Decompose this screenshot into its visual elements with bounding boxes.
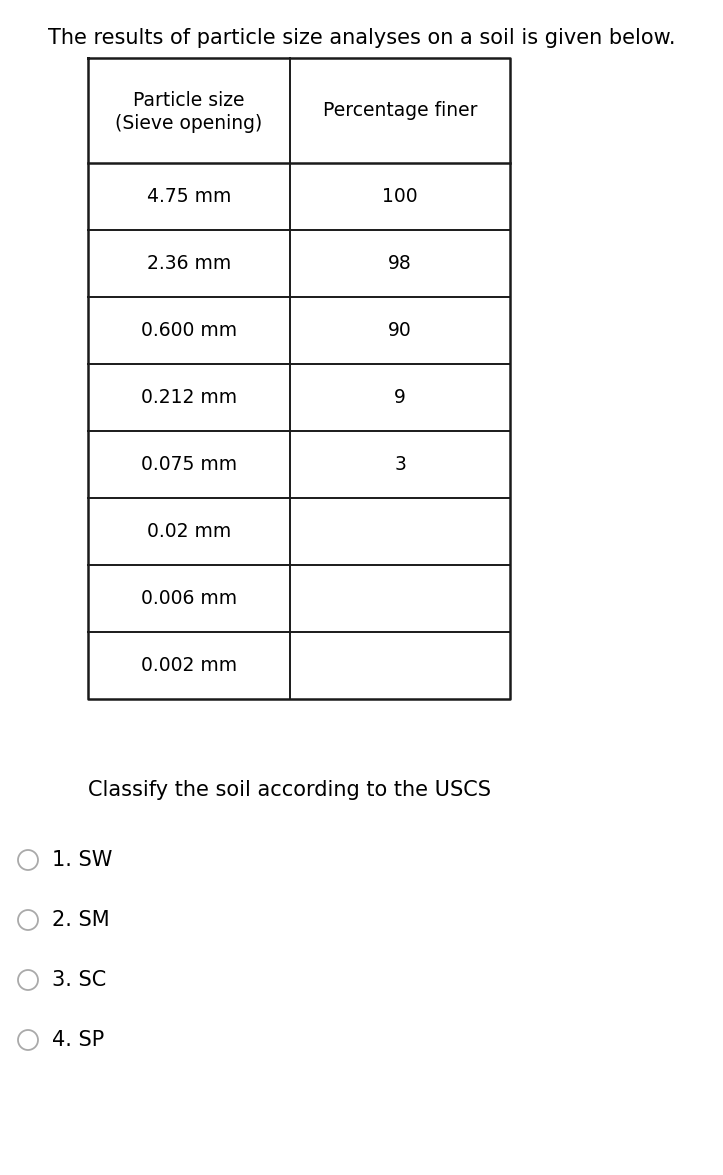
Text: Classify the soil according to the USCS: Classify the soil according to the USCS xyxy=(88,780,491,800)
Text: 0.600 mm: 0.600 mm xyxy=(141,321,237,340)
Text: 100: 100 xyxy=(382,187,418,206)
Text: Particle size: Particle size xyxy=(133,90,245,110)
Text: 0.006 mm: 0.006 mm xyxy=(141,589,237,607)
Text: The results of particle size analyses on a soil is given below.: The results of particle size analyses on… xyxy=(48,28,675,48)
Text: 3. SC: 3. SC xyxy=(52,971,106,991)
Text: 1. SW: 1. SW xyxy=(52,850,112,870)
Text: 0.02 mm: 0.02 mm xyxy=(147,522,231,541)
Text: 0.212 mm: 0.212 mm xyxy=(141,388,237,407)
Text: 2. SM: 2. SM xyxy=(52,909,110,929)
Text: 4.75 mm: 4.75 mm xyxy=(147,187,231,206)
Text: 0.075 mm: 0.075 mm xyxy=(141,455,237,474)
Text: 0.002 mm: 0.002 mm xyxy=(141,656,237,674)
Text: Percentage finer: Percentage finer xyxy=(322,101,477,120)
Text: 9: 9 xyxy=(394,388,406,407)
Text: 98: 98 xyxy=(388,254,412,273)
Text: 2.36 mm: 2.36 mm xyxy=(147,254,231,273)
Text: 90: 90 xyxy=(388,321,412,340)
Text: (Sieve opening): (Sieve opening) xyxy=(116,114,262,133)
Text: 4. SP: 4. SP xyxy=(52,1030,104,1050)
Text: 3: 3 xyxy=(394,455,406,474)
